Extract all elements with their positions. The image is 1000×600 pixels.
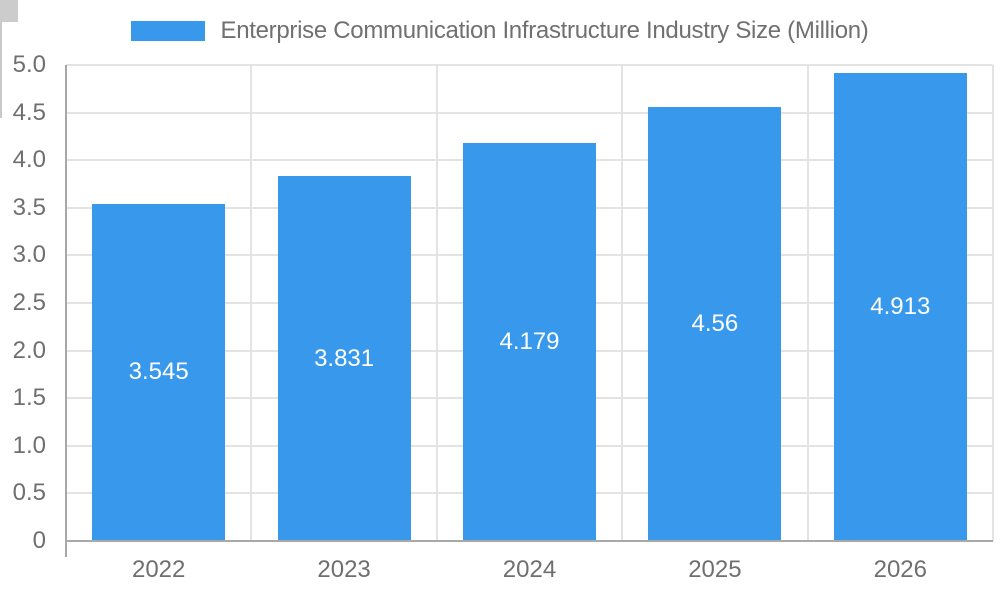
y-axis-tick bbox=[0, 6, 18, 8]
y-axis-label: 3.5 bbox=[12, 193, 46, 221]
bar bbox=[833, 73, 967, 541]
y-axis-label: 3.0 bbox=[12, 241, 46, 269]
legend: Enterprise Communication Infrastructure … bbox=[0, 14, 1000, 48]
x-axis-tick bbox=[0, 86, 2, 102]
y-axis-line bbox=[65, 65, 67, 557]
v-gridline bbox=[250, 65, 253, 541]
legend-swatch bbox=[131, 21, 206, 41]
bar-value-label: 4.179 bbox=[499, 328, 560, 356]
y-axis-tick bbox=[0, 8, 18, 10]
y-axis-label: 1.5 bbox=[12, 384, 46, 412]
y-axis-label: 0.5 bbox=[12, 479, 46, 507]
h-gridline bbox=[66, 64, 993, 66]
bar-value-label: 4.56 bbox=[691, 309, 739, 337]
y-axis-tick bbox=[0, 10, 18, 12]
x-axis-tick bbox=[0, 54, 2, 70]
y-axis-tick bbox=[0, 20, 18, 22]
y-axis-tick bbox=[0, 4, 18, 6]
bar bbox=[648, 106, 782, 541]
y-axis-label: 4.0 bbox=[12, 146, 46, 174]
x-axis-tick bbox=[0, 102, 2, 118]
x-axis-tick bbox=[0, 38, 2, 54]
x-axis-label: 2026 bbox=[873, 556, 927, 583]
y-axis-label: 2.5 bbox=[12, 289, 46, 316]
x-axis-label: 2023 bbox=[317, 556, 371, 583]
y-axis-tick bbox=[0, 12, 18, 14]
x-axis-label: 2022 bbox=[131, 556, 186, 583]
x-axis-tick bbox=[0, 22, 2, 38]
y-axis-label: 5.0 bbox=[12, 51, 46, 78]
y-axis-tick bbox=[0, 16, 18, 18]
bar-value-label: 3.545 bbox=[128, 358, 189, 386]
x-axis-line bbox=[66, 540, 993, 542]
y-axis-tick bbox=[0, 14, 18, 16]
h-gridline bbox=[66, 111, 993, 114]
y-axis-tick bbox=[0, 18, 18, 20]
y-axis-label: 0 bbox=[32, 527, 46, 554]
y-axis-tick bbox=[0, 2, 18, 4]
x-axis-label: 2025 bbox=[688, 556, 742, 583]
v-gridline bbox=[621, 65, 624, 541]
bar bbox=[463, 143, 596, 541]
x-axis-tick bbox=[0, 70, 2, 86]
bar bbox=[277, 176, 411, 541]
y-axis-label: 4.5 bbox=[12, 98, 46, 126]
bar bbox=[92, 203, 226, 541]
legend-label: Enterprise Communication Infrastructure … bbox=[220, 17, 869, 44]
y-axis-label: 1.0 bbox=[12, 431, 46, 459]
y-axis-label: 2.0 bbox=[12, 336, 46, 364]
y-axis-tick bbox=[0, 0, 18, 2]
v-gridline bbox=[992, 65, 994, 541]
bar-value-label: 4.913 bbox=[870, 293, 931, 321]
v-gridline bbox=[806, 65, 809, 541]
x-axis-label: 2024 bbox=[502, 556, 557, 583]
bar-value-label: 3.831 bbox=[314, 344, 375, 372]
v-gridline bbox=[435, 65, 438, 541]
